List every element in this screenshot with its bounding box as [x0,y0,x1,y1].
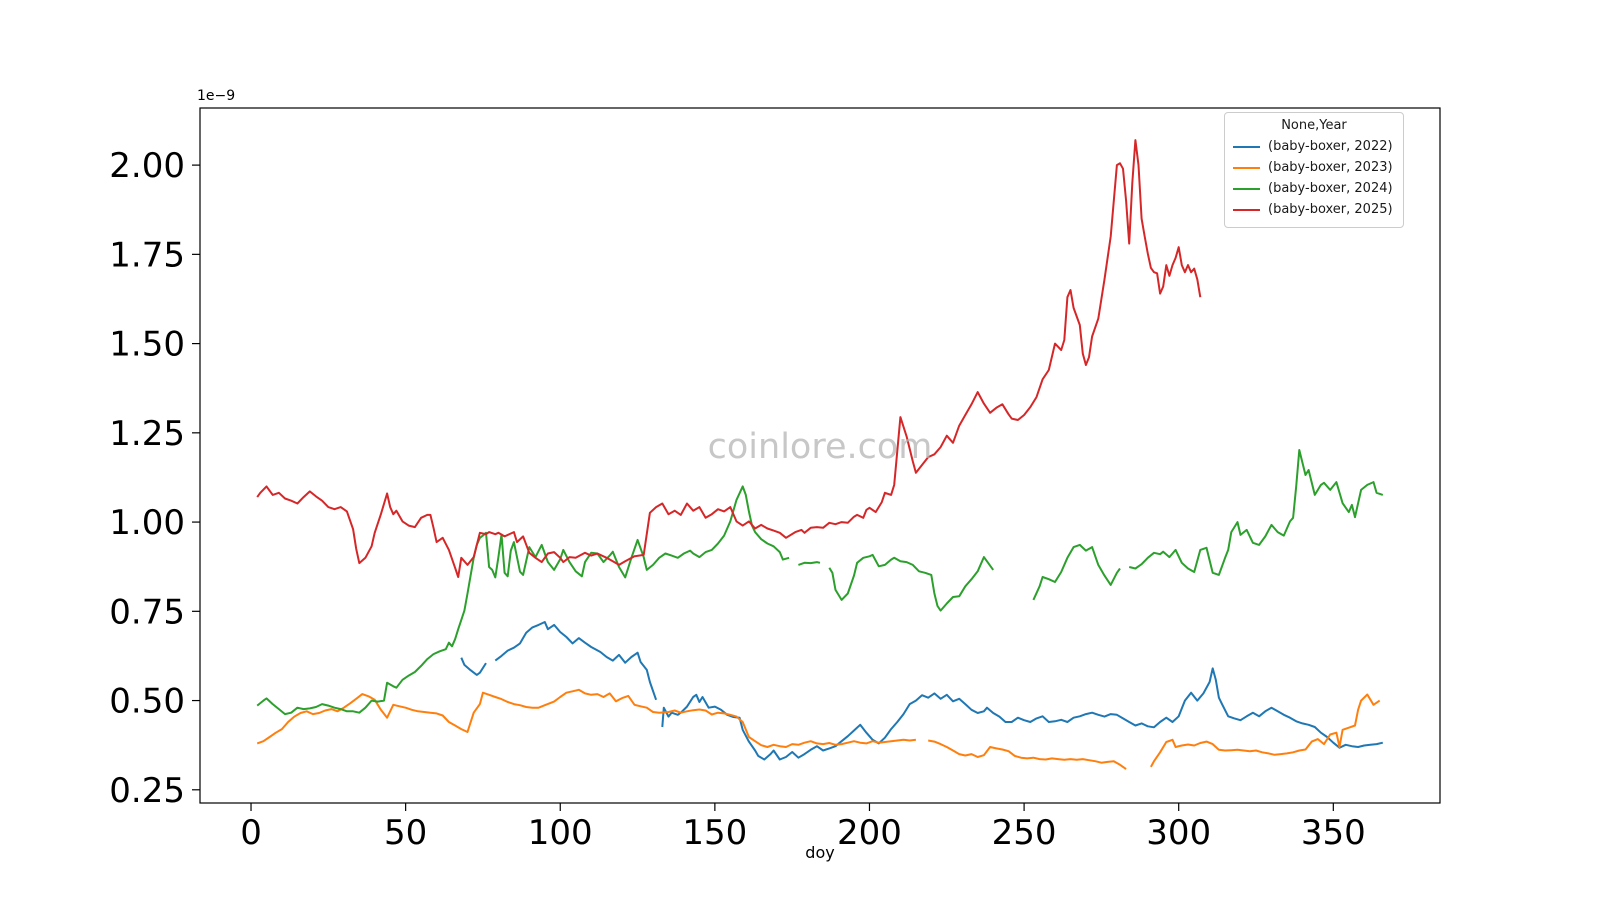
y-tick-label: 2.00 [109,146,185,186]
legend-entries: (baby-boxer, 2022) (baby-boxer, 2023) (bab… [1233,136,1395,220]
legend-title: None,Year [1281,118,1347,133]
y-tick-label: 0.25 [109,771,185,811]
legend-entry-label: (baby-boxer, 2022) [1268,139,1393,154]
y-tick-label: 1.25 [109,414,185,454]
series-line-2 [256,485,790,716]
watermark: coinlore.com [707,427,933,467]
series-line-2 [1128,449,1384,576]
y-tick-label: 0.50 [109,682,185,722]
series-line-0 [661,667,1384,761]
y-tick-label: 1.50 [109,325,185,365]
legend-entry: (baby-boxer, 2025) [1233,199,1395,220]
x-tick-label: 250 [992,813,1057,853]
series-line-0 [460,657,487,676]
y-tick-label: 1.00 [109,503,185,543]
axes-frame [199,107,1441,804]
y-tick-label: 0.75 [109,592,185,632]
legend-entry: (baby-boxer, 2024) [1233,178,1395,199]
series-line-0 [494,621,658,701]
series-line-2 [798,561,821,566]
x-tick-label: 350 [1301,813,1366,853]
legend: None,Year (baby-boxer, 2022) (baby-boxer,… [1224,112,1404,228]
series-line-3 [256,139,1202,578]
series-line-1 [256,688,917,748]
series-line-1 [928,739,1127,770]
legend-line-swatch [1233,166,1260,169]
x-tick-label: 100 [528,813,593,853]
legend-entry: (baby-boxer, 2022) [1233,136,1395,157]
series-line-1 [1150,693,1381,768]
legend-line-swatch [1233,187,1260,190]
x-tick-label: 150 [682,813,747,853]
series-line-2 [1032,543,1121,601]
legend-entry-label: (baby-boxer, 2023) [1268,160,1393,175]
x-tick-label: 0 [240,813,262,853]
legend-line-swatch [1233,145,1260,148]
series-line-2 [828,553,995,612]
x-tick-label: 300 [1146,813,1211,853]
y-axis-offset-label: 1e−9 [197,88,236,104]
x-tick-label: 200 [837,813,902,853]
x-tick-label: 50 [384,813,427,853]
y-tick-label: 1.75 [109,235,185,275]
x-axis-label: doy [805,843,835,862]
legend-line-swatch [1233,208,1260,211]
legend-entry-label: (baby-boxer, 2024) [1268,181,1393,196]
legend-entry-label: (baby-boxer, 2025) [1268,202,1393,217]
legend-entry: (baby-boxer, 2023) [1233,157,1395,178]
